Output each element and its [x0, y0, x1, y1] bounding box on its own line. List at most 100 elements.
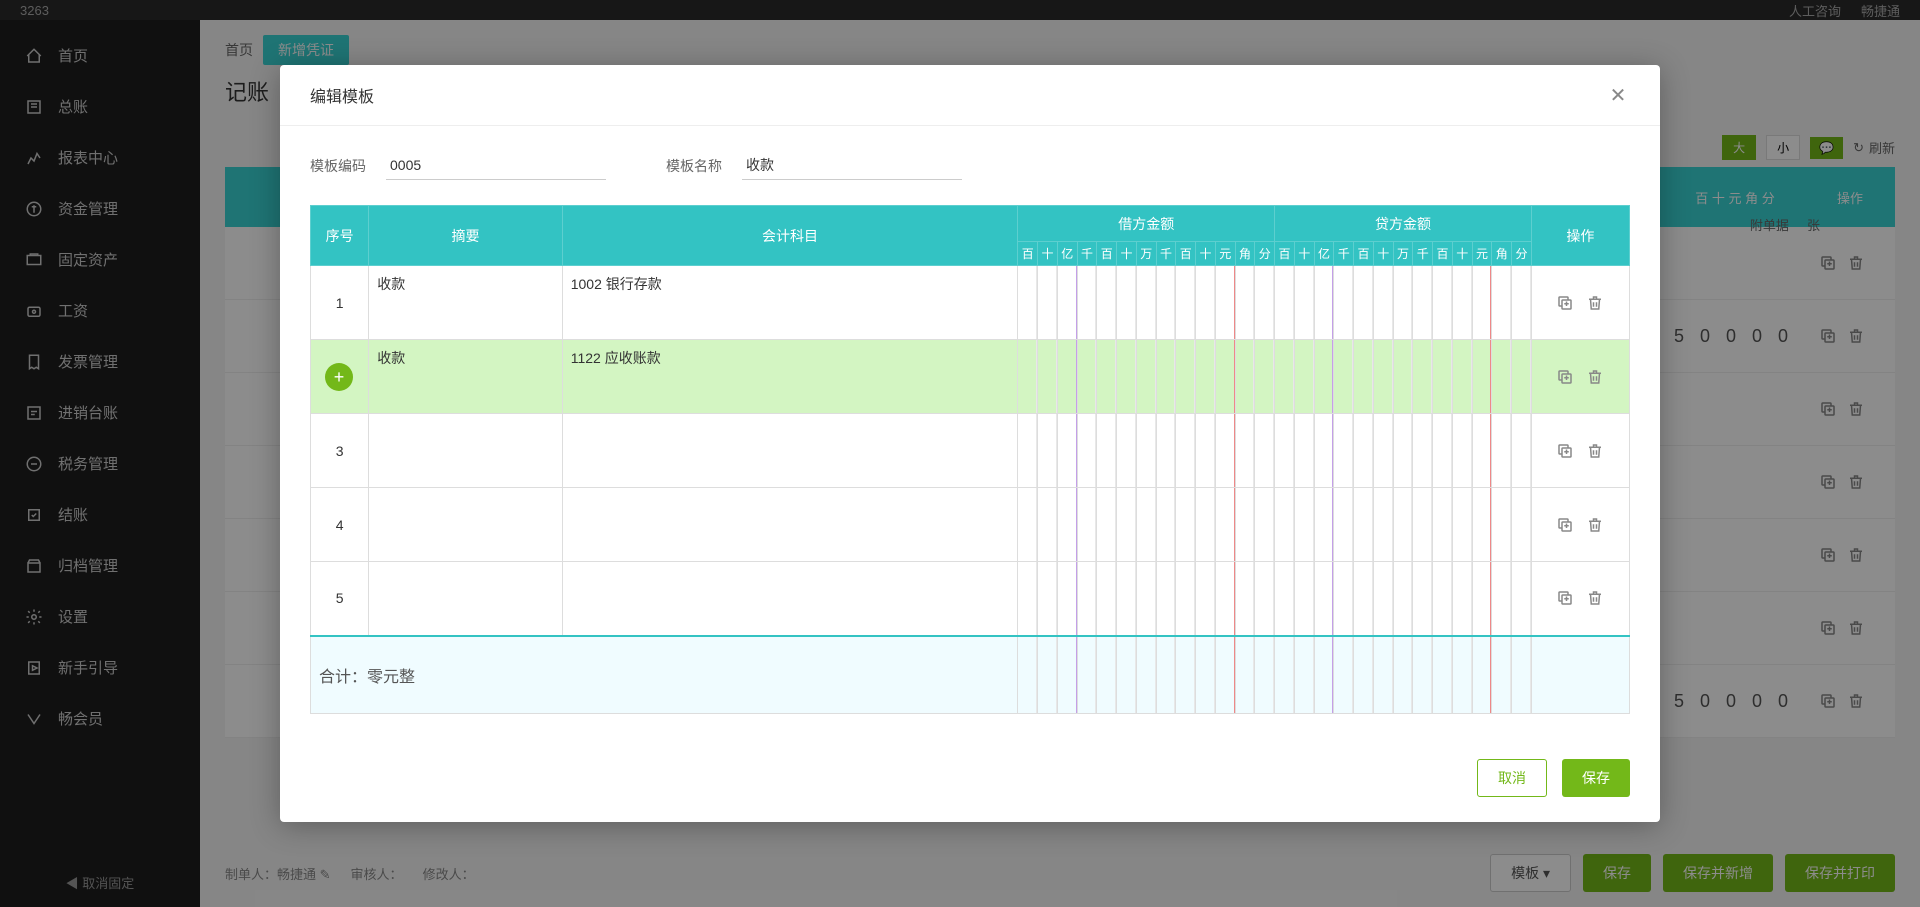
digit-cell[interactable] [1176, 340, 1196, 414]
digit-cell[interactable] [1097, 266, 1117, 340]
digit-cell[interactable] [1472, 636, 1492, 714]
digit-cell[interactable] [1215, 414, 1235, 488]
digit-cell[interactable] [1196, 562, 1216, 636]
digit-cell[interactable] [1354, 562, 1374, 636]
template-code-input[interactable] [386, 151, 606, 180]
digit-cell[interactable] [1314, 414, 1334, 488]
digit-cell[interactable] [1472, 414, 1492, 488]
digit-cell[interactable] [1215, 266, 1235, 340]
digit-cell[interactable] [1255, 414, 1275, 488]
digit-cell[interactable] [1472, 266, 1492, 340]
digit-cell[interactable] [1452, 414, 1472, 488]
digit-cell[interactable] [1393, 562, 1413, 636]
account-cell[interactable]: 1122 应收账款 [562, 340, 1018, 414]
digit-cell[interactable] [1472, 488, 1492, 562]
digit-cell[interactable] [1512, 636, 1532, 714]
account-cell[interactable] [562, 414, 1018, 488]
account-cell[interactable] [562, 562, 1018, 636]
digit-cell[interactable] [1433, 414, 1453, 488]
digit-cell[interactable] [1117, 414, 1137, 488]
cancel-button[interactable]: 取消 [1477, 759, 1547, 797]
digit-cell[interactable] [1057, 266, 1077, 340]
digit-cell[interactable] [1373, 488, 1393, 562]
digit-cell[interactable] [1215, 340, 1235, 414]
digit-cell[interactable] [1235, 636, 1255, 714]
digit-cell[interactable] [1354, 340, 1374, 414]
summary-cell[interactable] [369, 562, 562, 636]
delete-row-icon[interactable] [1586, 516, 1604, 534]
digit-cell[interactable] [1294, 562, 1314, 636]
digit-cell[interactable] [1373, 414, 1393, 488]
digit-cell[interactable] [1393, 636, 1413, 714]
digit-cell[interactable] [1018, 488, 1038, 562]
digit-cell[interactable] [1492, 266, 1512, 340]
digit-cell[interactable] [1413, 340, 1433, 414]
digit-cell[interactable] [1117, 636, 1137, 714]
digit-cell[interactable] [1077, 562, 1097, 636]
digit-cell[interactable] [1235, 562, 1255, 636]
digit-cell[interactable] [1334, 414, 1354, 488]
digit-cell[interactable] [1057, 414, 1077, 488]
digit-cell[interactable] [1117, 266, 1137, 340]
digit-cell[interactable] [1472, 340, 1492, 414]
digit-cell[interactable] [1275, 636, 1295, 714]
digit-cell[interactable] [1235, 340, 1255, 414]
digit-cell[interactable] [1038, 488, 1058, 562]
summary-cell[interactable] [369, 414, 562, 488]
digit-cell[interactable] [1512, 488, 1532, 562]
digit-cell[interactable] [1077, 636, 1097, 714]
digit-cell[interactable] [1413, 636, 1433, 714]
digit-cell[interactable] [1156, 636, 1176, 714]
digit-cell[interactable] [1196, 414, 1216, 488]
delete-row-icon[interactable] [1586, 294, 1604, 312]
digit-cell[interactable] [1196, 488, 1216, 562]
digit-cell[interactable] [1057, 636, 1077, 714]
digit-cell[interactable] [1156, 488, 1176, 562]
digit-cell[interactable] [1097, 636, 1117, 714]
digit-cell[interactable] [1156, 562, 1176, 636]
digit-cell[interactable] [1038, 266, 1058, 340]
digit-cell[interactable] [1433, 266, 1453, 340]
digit-cell[interactable] [1077, 488, 1097, 562]
digit-cell[interactable] [1156, 266, 1176, 340]
digit-cell[interactable] [1018, 562, 1038, 636]
digit-cell[interactable] [1176, 414, 1196, 488]
digit-cell[interactable] [1354, 488, 1374, 562]
digit-cell[interactable] [1275, 562, 1295, 636]
digit-cell[interactable] [1196, 636, 1216, 714]
account-cell[interactable] [562, 488, 1018, 562]
digit-cell[interactable] [1472, 562, 1492, 636]
digit-cell[interactable] [1156, 414, 1176, 488]
digit-cell[interactable] [1057, 340, 1077, 414]
digit-cell[interactable] [1275, 340, 1295, 414]
digit-cell[interactable] [1413, 488, 1433, 562]
digit-cell[interactable] [1294, 340, 1314, 414]
digit-cell[interactable] [1196, 340, 1216, 414]
digit-cell[interactable] [1354, 636, 1374, 714]
digit-cell[interactable] [1038, 562, 1058, 636]
modal-close-icon[interactable]: ✕ [1606, 83, 1630, 107]
summary-cell[interactable] [369, 488, 562, 562]
digit-cell[interactable] [1354, 414, 1374, 488]
digit-cell[interactable] [1314, 340, 1334, 414]
account-cell[interactable]: 1002 银行存款 [562, 266, 1018, 340]
digit-cell[interactable] [1018, 636, 1038, 714]
digit-cell[interactable] [1433, 636, 1453, 714]
digit-cell[interactable] [1393, 488, 1413, 562]
digit-cell[interactable] [1452, 266, 1472, 340]
digit-cell[interactable] [1136, 488, 1156, 562]
digit-cell[interactable] [1314, 562, 1334, 636]
digit-cell[interactable] [1117, 488, 1137, 562]
digit-cell[interactable] [1255, 488, 1275, 562]
digit-cell[interactable] [1492, 636, 1512, 714]
digit-cell[interactable] [1512, 562, 1532, 636]
digit-cell[interactable] [1294, 488, 1314, 562]
digit-cell[interactable] [1275, 414, 1295, 488]
digit-cell[interactable] [1492, 562, 1512, 636]
digit-cell[interactable] [1136, 414, 1156, 488]
digit-cell[interactable] [1215, 488, 1235, 562]
digit-cell[interactable] [1294, 266, 1314, 340]
digit-cell[interactable] [1492, 488, 1512, 562]
digit-cell[interactable] [1136, 266, 1156, 340]
summary-cell[interactable]: 收款 [369, 340, 562, 414]
